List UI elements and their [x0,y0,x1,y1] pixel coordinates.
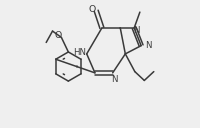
Text: HN: HN [73,48,86,57]
Text: N: N [111,75,117,84]
Text: N: N [145,41,151,50]
Text: N: N [133,26,139,35]
Text: O: O [89,5,96,14]
Text: O: O [55,31,62,40]
